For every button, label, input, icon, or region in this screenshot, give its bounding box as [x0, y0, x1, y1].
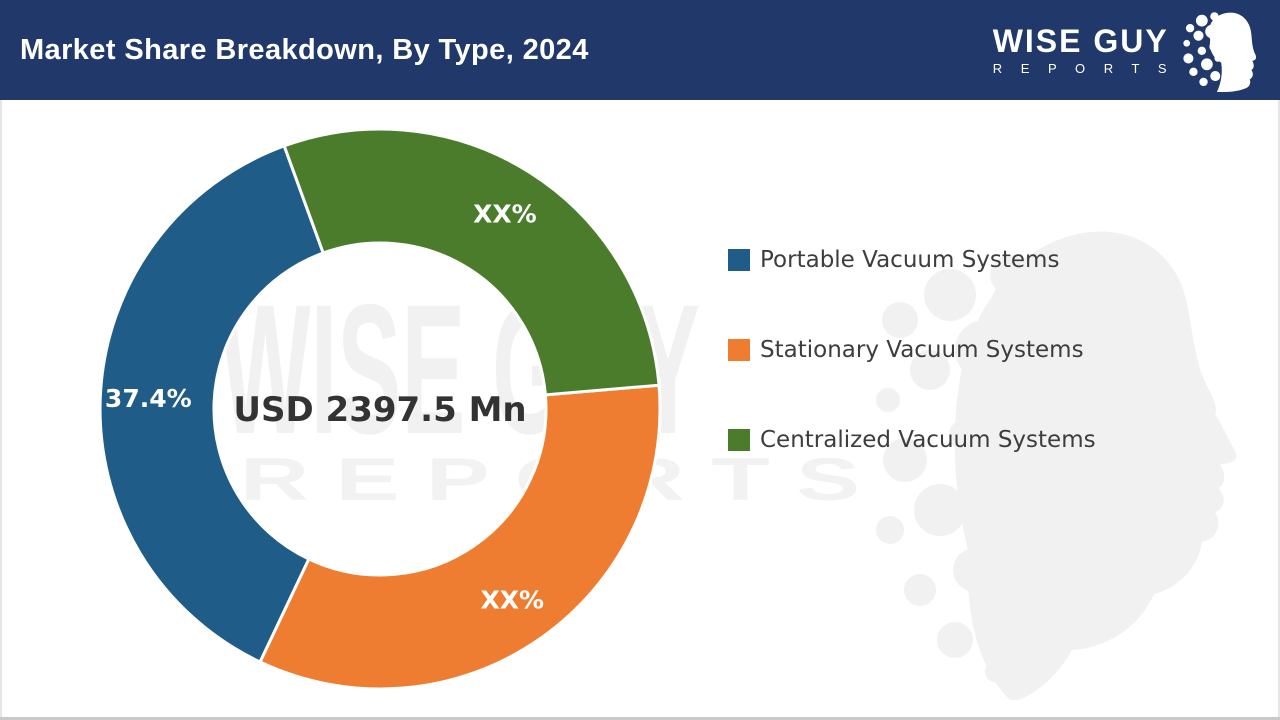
logo-text: WISE GUY R E P O R T S	[993, 24, 1174, 77]
header-bar: Market Share Breakdown, By Type, 2024 WI…	[0, 0, 1280, 100]
page-title: Market Share Breakdown, By Type, 2024	[20, 33, 589, 66]
legend-swatch-stationary	[728, 339, 750, 361]
logo-head-icon	[1183, 12, 1257, 92]
legend-label-centralized: Centralized Vacuum Systems	[760, 427, 1096, 453]
legend-swatch-portable	[728, 249, 750, 271]
left-border	[0, 100, 2, 718]
donut-chart: WISE GUY R E P O R T S 37.4% XX% XX% USD…	[98, 127, 860, 691]
donut-segment-stationary	[258, 383, 662, 691]
legend-item-centralized: Centralized Vacuum Systems	[728, 426, 1096, 454]
slice-label-stationary: XX%	[480, 586, 544, 615]
legend-item-stationary: Stationary Vacuum Systems	[728, 336, 1096, 364]
donut-center-value: USD 2397.5 Mn	[233, 390, 526, 430]
legend-item-portable: Portable Vacuum Systems	[728, 246, 1096, 274]
logo-wordmark: WISE GUY	[992, 22, 1169, 59]
bottom-border	[0, 717, 1280, 720]
legend-swatch-centralized	[728, 429, 750, 451]
donut-segment-portable	[98, 144, 325, 664]
slice-label-portable: 37.4%	[105, 384, 192, 413]
donut-segment-centralized	[282, 127, 661, 397]
slice-label-centralized: XX%	[473, 200, 537, 229]
legend-label-stationary: Stationary Vacuum Systems	[760, 337, 1084, 363]
right-border	[1278, 100, 1280, 718]
chart-legend: Portable Vacuum Systems Stationary Vacuu…	[728, 246, 1096, 516]
wise-guy-reports-logo: WISE GUY R E P O R T S	[993, 8, 1264, 92]
head-watermark	[876, 231, 1237, 700]
logo-subtitle: R E P O R T S	[992, 60, 1174, 76]
legend-label-portable: Portable Vacuum Systems	[760, 247, 1060, 273]
